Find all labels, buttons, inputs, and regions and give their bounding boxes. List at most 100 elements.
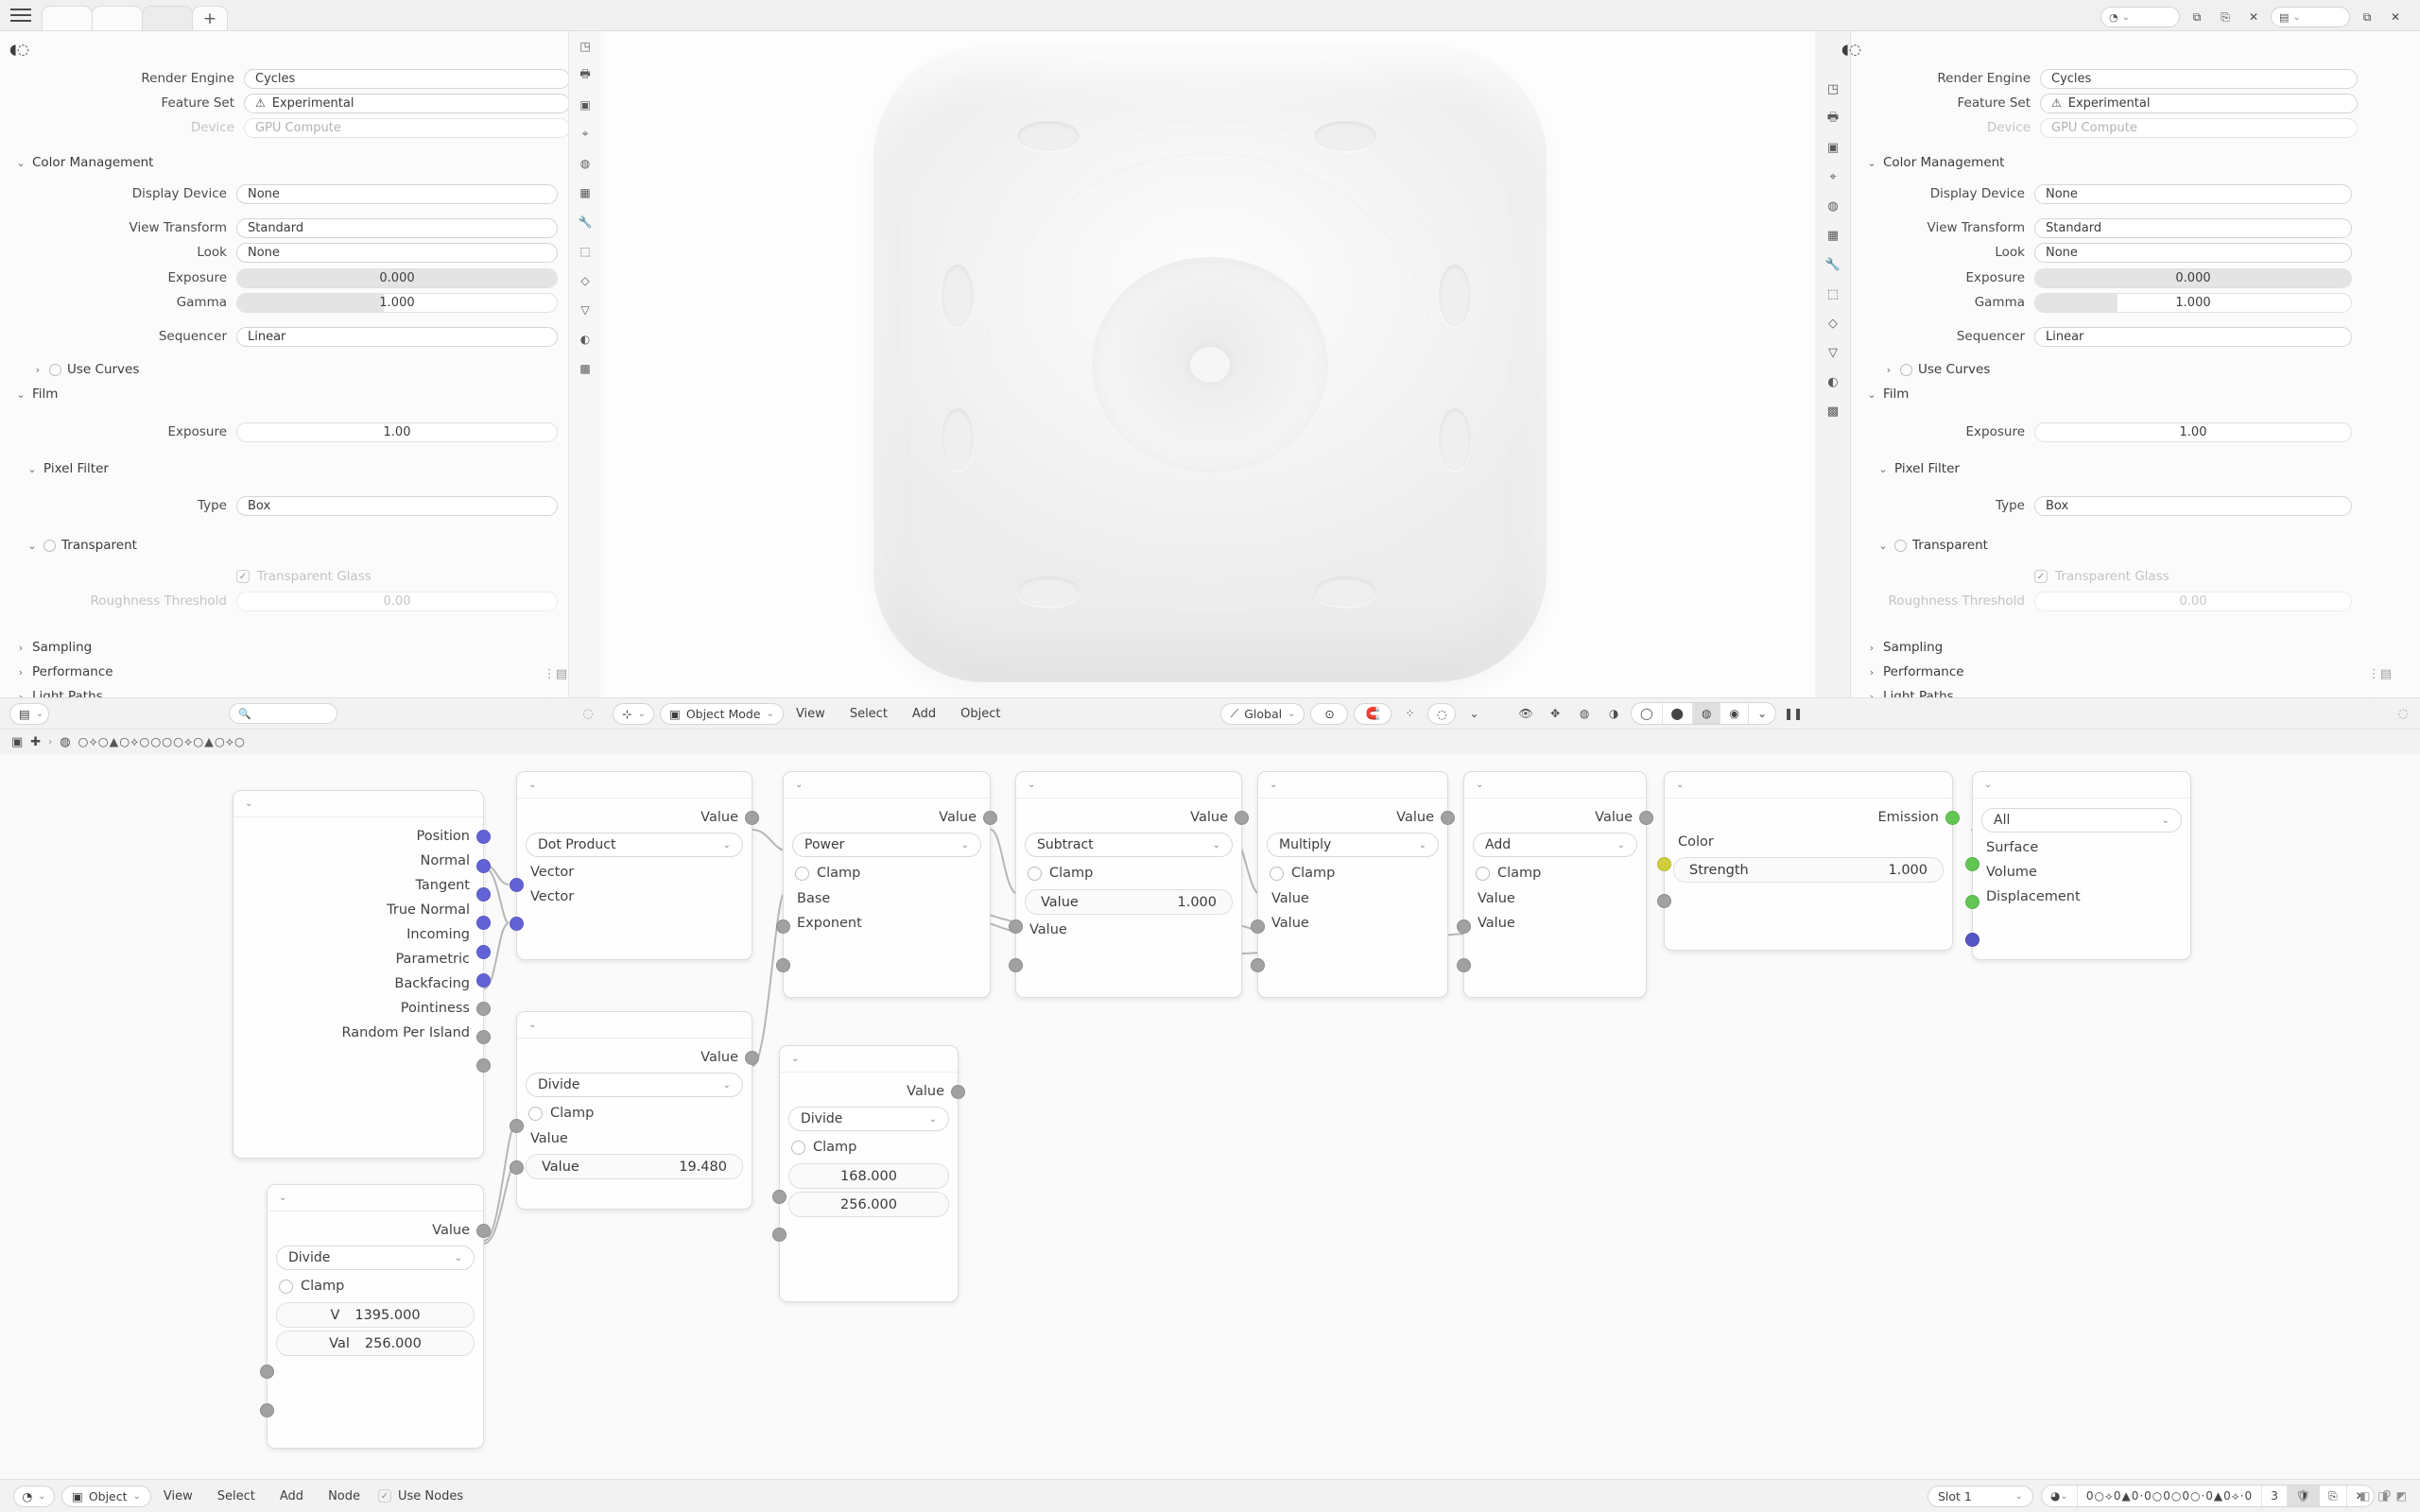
- material-slot-selector[interactable]: Slot 1 ⌄: [1927, 1485, 2033, 1507]
- transparent-section[interactable]: ⌄ Transparent: [0, 533, 605, 558]
- object-mode-selector[interactable]: ▣ Object Mode ⌄: [660, 702, 784, 725]
- subtract-node-title[interactable]: ⌄: [1016, 772, 1241, 799]
- node-editor-canvas[interactable]: ⌄ Position Normal Tangent True Normal In…: [0, 754, 2420, 1479]
- power-input-exponent[interactable]: Exponent: [797, 916, 862, 931]
- geometry-node[interactable]: ⌄ Position Normal Tangent True Normal In…: [233, 790, 491, 1159]
- right-tool-icon-scene[interactable]: ⌖: [1829, 170, 1837, 184]
- emission-strength-field[interactable]: Strength 1.000: [1673, 857, 1944, 883]
- r-pixel-filter-section[interactable]: ⌄ Pixel Filter: [1851, 456, 2420, 481]
- right-tool-icon-data[interactable]: ▩: [1826, 404, 1840, 419]
- r-performance-section[interactable]: › Performance: [1851, 660, 2420, 684]
- feature-set-dropdown[interactable]: ⚠ Experimental: [244, 93, 570, 113]
- right-tool-icon-world[interactable]: ◍: [1827, 199, 1839, 214]
- workspace-tab-2[interactable]: [92, 6, 143, 30]
- performance-list-icon[interactable]: ⋮▤: [543, 667, 567, 681]
- math-divide-node-b[interactable]: ⌄ Value Divide ⌄ Clamp 168.000 256.000: [772, 1045, 965, 1302]
- new-material-icon[interactable]: ⎘: [2320, 1486, 2347, 1506]
- socket-normal[interactable]: [476, 859, 491, 873]
- r-sequencer-dropdown[interactable]: Linear: [2034, 326, 2352, 347]
- socket-divide-b-in-2[interactable]: [772, 1228, 786, 1242]
- divide-c-output-value[interactable]: Value: [432, 1223, 470, 1238]
- socket-divide-a-in-1[interactable]: [510, 1119, 524, 1133]
- properties-filter-icon[interactable]: ◌: [582, 706, 594, 721]
- film-exposure-slider[interactable]: 1.00: [236, 421, 558, 442]
- emission-node[interactable]: ⌄ Emission Color Strength 1.000: [1657, 771, 1960, 951]
- socket-multiply-in-1[interactable]: [1251, 919, 1265, 934]
- shading-wireframe[interactable]: ◯: [1632, 703, 1663, 724]
- socket-backfacing[interactable]: [476, 1002, 491, 1016]
- geometry-output-parametric[interactable]: Parametric: [395, 952, 470, 967]
- socket-add-in-2[interactable]: [1457, 958, 1471, 972]
- divide-a-input-value[interactable]: Value: [530, 1131, 568, 1146]
- right-tool-icon-output[interactable]: 🖶: [1826, 110, 1840, 125]
- socket-subtract-in-1[interactable]: [1009, 919, 1023, 934]
- shading-solid[interactable]: ⬤: [1663, 703, 1693, 724]
- divide-b-clamp-checkbox[interactable]: [791, 1140, 805, 1155]
- editor-type-selector[interactable]: ⊹ ⌄: [613, 702, 654, 725]
- right-tool-icon-modifier[interactable]: ⬚: [1826, 287, 1840, 301]
- geometry-output-incoming[interactable]: Incoming: [406, 927, 470, 942]
- emission-node-title[interactable]: ⌄: [1665, 772, 1952, 799]
- geometry-output-tangent[interactable]: Tangent: [415, 878, 470, 893]
- dot-product-input-vector-2[interactable]: Vector: [530, 889, 575, 904]
- divide-a-output-value[interactable]: Value: [700, 1050, 738, 1065]
- geometry-node-title[interactable]: ⌄: [233, 791, 483, 817]
- geometry-output-true-normal[interactable]: True Normal: [387, 902, 470, 918]
- tool-icon-physics[interactable]: ▽: [580, 302, 590, 317]
- copy-scene-icon[interactable]: ⎘: [2221, 9, 2230, 24]
- right-tool-icon-constraint[interactable]: ◐: [1827, 375, 1839, 389]
- divide-b-operation-select[interactable]: Divide ⌄: [788, 1107, 949, 1131]
- viewport-menu-view[interactable]: View: [795, 706, 825, 721]
- divide-c-clamp-checkbox[interactable]: [279, 1279, 293, 1294]
- exposure-slider[interactable]: 0.000: [236, 267, 558, 288]
- viewport-3d[interactable]: [605, 31, 1815, 697]
- divide-b-node-title[interactable]: ⌄: [780, 1046, 958, 1073]
- r-film-exposure-slider[interactable]: 1.00: [2034, 421, 2352, 442]
- r-transparent-glass-checkbox[interactable]: ✓: [2034, 570, 2048, 583]
- viewport-menu-add[interactable]: Add: [911, 706, 937, 721]
- power-input-base[interactable]: Base: [797, 891, 831, 906]
- tool-icon-render[interactable]: ◳: [579, 39, 591, 53]
- add-clamp-checkbox[interactable]: [1476, 866, 1490, 881]
- add-workspace-button[interactable]: +: [192, 6, 228, 30]
- power-clamp-checkbox[interactable]: [795, 866, 809, 881]
- subtract-operation-select[interactable]: Subtract ⌄: [1025, 833, 1233, 857]
- material-output-input-displacement[interactable]: Displacement: [1986, 889, 2081, 904]
- overlays-icon[interactable]: ◍: [1579, 707, 1590, 720]
- tool-icon-collection[interactable]: ▦: [579, 185, 591, 199]
- r-transparent-glass-row[interactable]: ✓ Transparent Glass: [2034, 569, 2169, 584]
- shading-options[interactable]: ⌄: [1756, 707, 1767, 720]
- divide-b-value-b-field[interactable]: 256.000: [788, 1192, 949, 1217]
- r-use-curves-checkbox[interactable]: [1900, 363, 1912, 376]
- xray-icon[interactable]: ◑: [1608, 707, 1619, 720]
- color-management-section[interactable]: ⌄ Color Management: [0, 150, 605, 175]
- tool-icon-particles[interactable]: ◇: [580, 273, 590, 287]
- subtract-value-field[interactable]: Value 1.000: [1025, 889, 1233, 915]
- tool-icon-viewlayer[interactable]: ▣: [579, 97, 591, 112]
- node-menu-select[interactable]: Select: [216, 1488, 255, 1503]
- node-menu-view[interactable]: View: [163, 1488, 193, 1503]
- socket-power-exponent[interactable]: [776, 958, 790, 972]
- main-menu-icon[interactable]: [0, 0, 42, 30]
- divide-a-operation-select[interactable]: Divide ⌄: [526, 1073, 743, 1097]
- material-output-input-surface[interactable]: Surface: [1986, 840, 2039, 855]
- material-output-target-select[interactable]: All ⌄: [1981, 808, 2182, 833]
- properties-search-input[interactable]: 🔍: [229, 703, 337, 724]
- film-section[interactable]: ⌄ Film: [0, 382, 605, 406]
- geometry-output-random-per-island[interactable]: Random Per Island: [341, 1025, 471, 1040]
- shader-type-selector[interactable]: ▣ Object ⌄: [61, 1485, 151, 1507]
- proportional-edit-toggle[interactable]: ◌: [1427, 702, 1457, 725]
- add-input-value-1[interactable]: Value: [1478, 891, 1515, 906]
- proportional-falloff-icon[interactable]: ⌄: [1469, 707, 1479, 720]
- right-tool-icon-viewlayer[interactable]: ▣: [1826, 141, 1840, 155]
- math-multiply-node[interactable]: ⌄ Value Multiply ⌄ Clamp Value Value: [1251, 771, 1455, 998]
- geometry-output-normal[interactable]: Normal: [420, 853, 470, 868]
- socket-divide-b-in-1[interactable]: [772, 1190, 786, 1204]
- socket-dot-value-out[interactable]: [745, 811, 759, 825]
- use-curves-checkbox[interactable]: [49, 363, 61, 376]
- snap-toggle[interactable]: 🧲: [1354, 702, 1392, 725]
- delete-scene-icon[interactable]: ✕: [2248, 10, 2259, 24]
- divide-c-node-title[interactable]: ⌄: [268, 1185, 483, 1211]
- r-transparent-checkbox[interactable]: [1894, 539, 1907, 552]
- socket-position[interactable]: [476, 830, 491, 844]
